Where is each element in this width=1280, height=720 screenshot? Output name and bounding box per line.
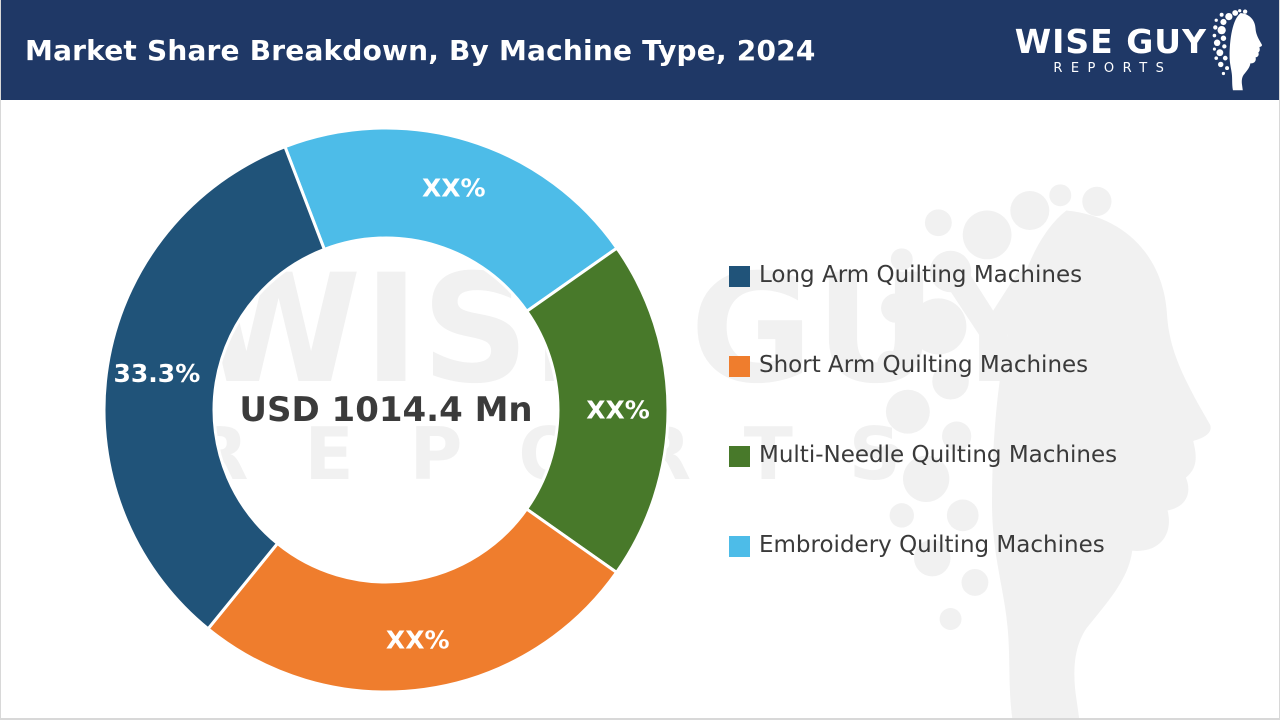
- legend-item-embroidery: Embroidery Quilting Machines: [729, 526, 1117, 566]
- logo-text: WISE GUY REPORTS: [1015, 25, 1207, 75]
- legend-label: Long Arm Quilting Machines: [759, 262, 1083, 289]
- donut-segment: [205, 506, 619, 694]
- legend-item-multi-needle: Multi-Needle Quilting Machines: [729, 436, 1117, 476]
- page-title: Market Share Breakdown, By Machine Type,…: [25, 33, 816, 67]
- legend-swatch-multi-needle: [729, 445, 750, 467]
- slice-value-label: XX%: [422, 174, 486, 203]
- donut-chart: XX% XX% XX% 33.3%: [102, 126, 670, 694]
- legend-swatch-embroidery: [729, 535, 750, 557]
- legend-swatch-long-arm: [729, 265, 750, 287]
- logo-subtitle: REPORTS: [1053, 61, 1173, 76]
- legend-item-short-arm: Short Arm Quilting Machines: [729, 346, 1117, 386]
- legend-label: Embroidery Quilting Machines: [759, 532, 1105, 559]
- logo-wordmark: WISE GUY: [1014, 22, 1207, 61]
- header-bar: Market Share Breakdown, By Machine Type,…: [1, 0, 1279, 100]
- legend-item-long-arm: Long Arm Quilting Machines: [729, 256, 1117, 296]
- legend-swatch-short-arm: [729, 355, 750, 377]
- donut-segment: [102, 144, 327, 631]
- donut-segment: [524, 246, 670, 575]
- slice-value-label: XX%: [386, 625, 450, 654]
- chart-legend: Long Arm Quilting Machines Short Arm Qui…: [729, 256, 1117, 616]
- slice-value-label: 33.3%: [114, 359, 201, 388]
- legend-label: Short Arm Quilting Machines: [759, 352, 1089, 379]
- bottom-divider: [1, 718, 1279, 720]
- donut-center-value: USD 1014.4 Mn: [239, 390, 533, 430]
- wise-guy-reports-logo: WISE GUY REPORTS: [1015, 7, 1265, 93]
- slice-value-label: XX%: [586, 396, 650, 425]
- legend-label: Multi-Needle Quilting Machines: [759, 442, 1118, 469]
- donut-segment: [283, 126, 619, 314]
- logo-face-icon: [1212, 9, 1262, 91]
